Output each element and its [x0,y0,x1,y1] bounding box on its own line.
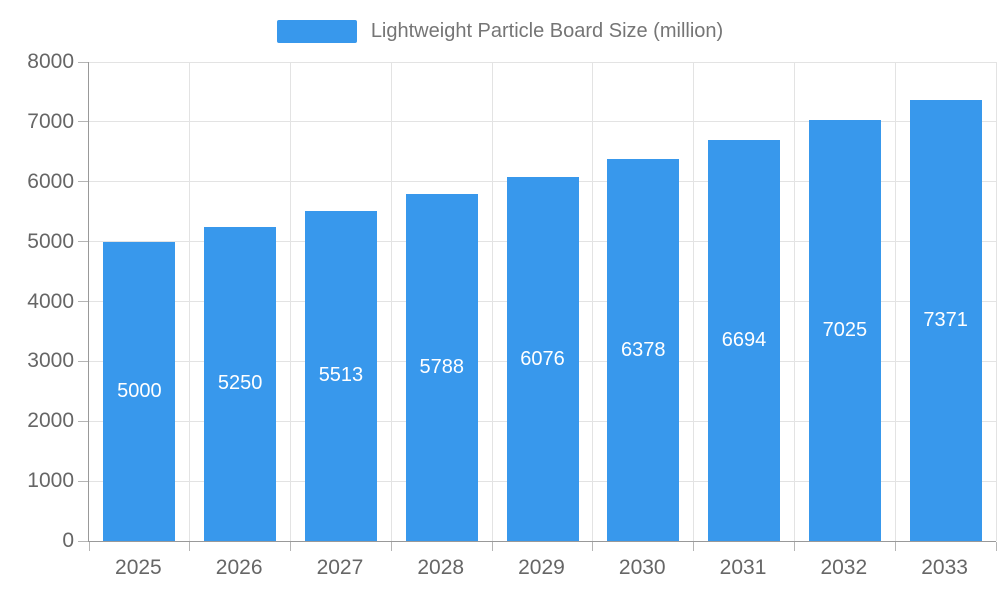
x-axis-tick [390,542,392,551]
x-axis-tick [592,542,594,551]
bar-2029[interactable]: 6076 [506,177,579,541]
gridline-vertical [995,62,997,541]
x-axis-tick [491,542,493,551]
y-axis-label: 5000 [27,229,74,253]
y-axis-tick [78,61,88,63]
bar-2025[interactable]: 5000 [103,241,176,541]
gridline-vertical [693,62,695,541]
x-axis-label: 2033 [921,556,968,579]
x-axis-label: 2026 [215,556,263,579]
y-axis-tick [78,121,88,123]
y-axis-label: 2000 [27,409,74,433]
x-axis-tick [793,542,795,551]
y-axis-tick [78,181,88,183]
gridline-vertical [592,62,594,541]
y-axis-tick [78,241,88,243]
bar-2033[interactable]: 7371 [909,99,982,541]
y-axis-label: 0 [62,529,74,552]
y-axis-label: 3000 [27,349,74,373]
x-axis-tick [894,542,896,551]
y-axis-tick [78,420,88,422]
x-axis-label: 2029 [518,556,565,579]
y-axis-tick [78,480,88,482]
bar-2030[interactable]: 6378 [607,159,680,541]
y-axis-label: 4000 [27,289,74,313]
bar-value-label: 5788 [419,356,464,379]
gridline-vertical [491,62,493,541]
bar-value-label: 6694 [721,329,767,352]
bar-value-label: 6076 [520,347,565,370]
bar-2032[interactable]: 7025 [808,120,881,541]
gridline-vertical [189,62,191,541]
gridline-vertical [390,62,392,541]
bar-value-label: 6378 [621,338,666,361]
x-axis-label: 2031 [719,556,767,579]
legend-swatch [276,20,357,43]
bar-2031[interactable]: 6694 [708,140,781,541]
x-axis-tick [290,542,292,551]
x-axis-tick [995,542,997,551]
bar-value-label: 7025 [822,319,868,342]
bar-value-label: 5000 [117,379,162,402]
bar-2027[interactable]: 5513 [304,210,377,541]
bar-2028[interactable]: 5788 [405,194,478,541]
x-axis-tick [88,542,90,551]
bar-2026[interactable]: 5250 [204,226,277,541]
gridline-horizontal [89,121,996,123]
gridline-vertical [793,62,795,541]
y-axis-tick [78,301,88,302]
y-axis-label: 7000 [27,109,74,133]
gridline-horizontal [89,61,996,63]
x-axis-tick [189,542,191,551]
x-axis-label: 2027 [316,556,364,579]
plot-area: 5000 5250 5513 5788 6076 6378 6694 7025 7371 [78,61,997,551]
y-axis-label: 8000 [27,50,74,73]
legend[interactable]: Lightweight Particle Board Size (million… [0,20,1000,43]
x-axis-label: 2032 [820,556,868,579]
gridline-vertical [290,62,292,541]
y-axis-tick [78,360,88,362]
bar-value-label: 5250 [217,372,263,395]
legend-label: Lightweight Particle Board Size (million… [370,20,724,42]
y-axis-tick [78,540,88,542]
y-axis-label: 6000 [27,169,74,193]
x-axis-label: 2025 [115,556,162,579]
x-axis-tick [693,542,695,551]
y-axis-label: 1000 [27,469,74,493]
x-axis-label: 2028 [417,556,465,579]
x-axis-label: 2030 [618,556,666,579]
bar-value-label: 5513 [318,364,364,387]
gridline-vertical [894,62,896,541]
bar-value-label: 7371 [923,308,968,331]
